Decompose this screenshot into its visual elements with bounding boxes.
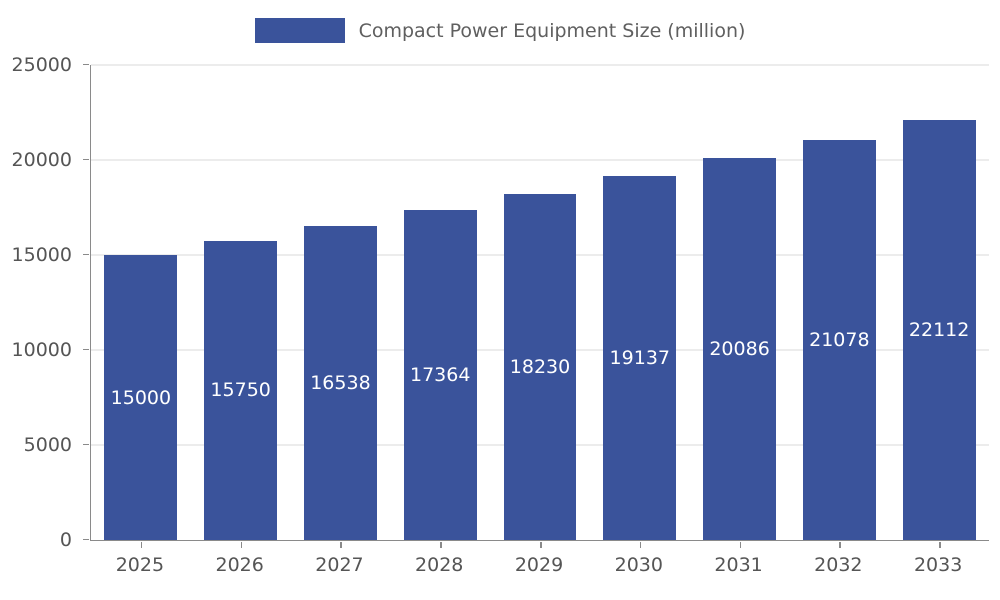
x-tick-mark bbox=[639, 542, 642, 548]
bar-value-label: 19137 bbox=[609, 347, 671, 370]
y-tick-mark bbox=[83, 443, 89, 445]
x-tick-label: 2030 bbox=[614, 554, 663, 576]
x-tick-label: 2031 bbox=[714, 554, 763, 576]
x-axis-tick-labels: 2025 2026 2027 2028 2029 2030 2031 2032 2033 bbox=[90, 554, 988, 576]
x-tick-label: 2032 bbox=[814, 554, 863, 576]
bar: 20086 bbox=[703, 158, 776, 540]
bar-value-label: 18230 bbox=[509, 355, 571, 378]
chart-legend: Compact Power Equipment Size (million) bbox=[0, 18, 1000, 43]
x-tick-label: 2026 bbox=[215, 554, 264, 576]
y-tick-label: 25000 bbox=[11, 54, 72, 76]
bar-value-label: 15750 bbox=[210, 379, 271, 402]
x-tick-label: 2027 bbox=[315, 554, 364, 576]
bar-value-label: 17364 bbox=[409, 364, 471, 387]
bar: 15000 bbox=[104, 255, 178, 540]
x-tick-mark bbox=[739, 542, 742, 548]
bar: 18230 bbox=[503, 193, 577, 540]
legend-swatch bbox=[254, 18, 345, 43]
bar-value-label: 21078 bbox=[809, 328, 870, 351]
bar: 19137 bbox=[603, 176, 677, 540]
bar-band: 19137 bbox=[590, 65, 690, 540]
y-tick-mark bbox=[83, 348, 89, 350]
y-axis-tick-labels: 0 5000 10000 15000 20000 25000 bbox=[0, 54, 80, 551]
y-tick-mark bbox=[83, 63, 89, 65]
plot-area: 15000 15750 16538 17364 18230 19137 20086 21078… bbox=[83, 63, 989, 548]
gridline bbox=[91, 159, 989, 161]
x-tick-mark bbox=[240, 542, 243, 548]
bar-band: 16538 bbox=[291, 65, 391, 540]
y-tick-mark bbox=[83, 158, 89, 160]
y-tick-label: 10000 bbox=[11, 339, 72, 361]
x-tick-mark bbox=[440, 542, 442, 548]
y-tick-mark bbox=[83, 253, 89, 255]
bar: 21078 bbox=[802, 139, 876, 540]
chart-title: Compact Power Equipment Size (million) bbox=[358, 19, 746, 42]
bar: 15750 bbox=[204, 240, 278, 540]
y-tick-label: 20000 bbox=[11, 149, 72, 171]
bar-band: 15000 bbox=[91, 65, 191, 540]
bar-band: 18230 bbox=[490, 65, 590, 540]
y-tick-label: 5000 bbox=[23, 434, 72, 456]
x-tick-mark bbox=[340, 542, 342, 548]
bar: 16538 bbox=[304, 225, 377, 540]
y-tick-mark bbox=[83, 538, 89, 540]
bar-band: 21078 bbox=[789, 65, 889, 540]
bar: 22112 bbox=[902, 119, 976, 540]
x-tick-mark bbox=[540, 542, 542, 548]
bar-band: 17364 bbox=[390, 65, 490, 540]
x-tick-label: 2025 bbox=[115, 554, 165, 576]
x-tick-mark bbox=[939, 542, 941, 548]
x-tick-label: 2028 bbox=[415, 554, 464, 576]
bar-value-label: 22112 bbox=[908, 318, 970, 341]
bar-value-label: 15000 bbox=[110, 386, 172, 409]
x-tick-label: 2033 bbox=[913, 554, 963, 576]
bar-value-label: 20086 bbox=[709, 338, 770, 361]
bar-band: 22112 bbox=[889, 65, 989, 540]
x-tick-mark bbox=[839, 542, 841, 548]
bar: 17364 bbox=[403, 210, 477, 540]
gridline bbox=[91, 64, 989, 66]
bar-band: 20086 bbox=[690, 65, 790, 540]
x-tick-label: 2029 bbox=[514, 554, 564, 576]
y-tick-label: 0 bbox=[59, 529, 72, 551]
bar-band: 15750 bbox=[191, 65, 291, 540]
bar-value-label: 16538 bbox=[310, 371, 371, 394]
y-tick-label: 15000 bbox=[11, 244, 72, 266]
bars-layer: 15000 15750 16538 17364 18230 19137 20086 21078… bbox=[91, 65, 989, 540]
x-tick-mark bbox=[140, 542, 143, 548]
